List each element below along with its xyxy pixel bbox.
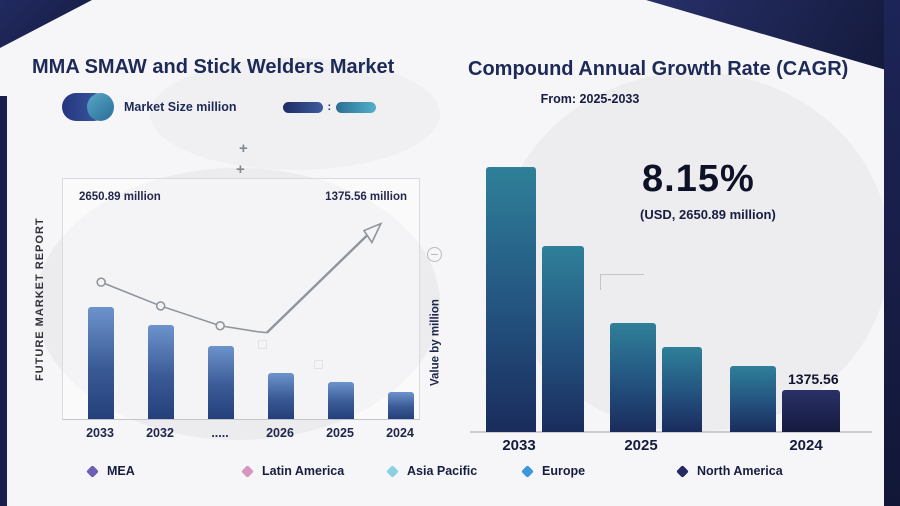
cagr-axis-label: 2024 bbox=[789, 437, 823, 454]
circle-decoration bbox=[427, 247, 442, 262]
cagr-axis-label: 2025 bbox=[624, 437, 658, 454]
legend-item-mea: MEA bbox=[86, 464, 135, 478]
legend-label: North America bbox=[697, 464, 783, 478]
market-size-chart: 2650.89 million 1375.56 million bbox=[62, 178, 420, 420]
value-axis-label: Value by million bbox=[429, 299, 442, 387]
cagr-bar-2025-series-2 bbox=[662, 347, 702, 432]
cagr-axis-label: 2033 bbox=[502, 437, 536, 454]
frame-edge-right bbox=[884, 0, 900, 506]
plus-decoration: + bbox=[239, 140, 248, 157]
frame-edge-left bbox=[0, 96, 7, 506]
cagr-bar-2024-series-2 bbox=[782, 390, 840, 432]
trend-arrow bbox=[96, 222, 383, 334]
start-value-label: 2650.89 million bbox=[79, 191, 161, 203]
square-decoration bbox=[258, 340, 267, 349]
cagr-bar-2025-series-1 bbox=[610, 323, 656, 432]
market-bar-2026 bbox=[268, 373, 294, 419]
legend-marker-icon bbox=[241, 464, 254, 478]
cagr-title: Compound Annual Growth Rate (CAGR) bbox=[468, 58, 849, 80]
left-axis-label: 2025 bbox=[326, 426, 354, 440]
market-bar-..... bbox=[208, 346, 234, 419]
future-market-report-watermark: FUTURE MARKET REPORT bbox=[34, 217, 46, 381]
legend-label: Latin America bbox=[262, 464, 345, 478]
market-bar-2032 bbox=[148, 325, 174, 419]
cagr-bar-2033-series-1 bbox=[486, 167, 536, 432]
legend-item-north-america: North America bbox=[676, 464, 783, 478]
legend-item-latin-america: Latin America bbox=[241, 464, 345, 478]
square-decoration bbox=[314, 360, 323, 369]
cagr-period-label: From: 2025-2033 bbox=[540, 92, 640, 106]
cylinder-face bbox=[87, 93, 114, 121]
cagr-bar-2033-series-2 bbox=[542, 246, 584, 432]
legend-item-europe: Europe bbox=[521, 464, 586, 478]
frame-corner-top-left bbox=[0, 0, 92, 48]
cagr-2024-value-label: 1375.56 bbox=[788, 371, 839, 387]
legend-marker-icon bbox=[521, 464, 534, 478]
cagr-value: 8.15% bbox=[642, 158, 755, 200]
plus-decoration: + bbox=[236, 161, 245, 178]
cylinder-icon bbox=[62, 92, 114, 122]
cagr-detail: (USD, 2650.89 million) bbox=[640, 207, 776, 222]
end-value-label: 1375.56 million bbox=[325, 191, 407, 203]
market-size-legend: Market Size million : bbox=[62, 92, 377, 122]
left-axis-label: 2032 bbox=[146, 426, 174, 440]
left-axis-label: 2026 bbox=[266, 426, 294, 440]
legend-item-asia-pacific: Asia Pacific bbox=[386, 464, 478, 478]
market-size-label: Market Size million bbox=[124, 100, 237, 114]
page-title: MMA SMAW and Stick Welders Market bbox=[32, 56, 395, 78]
legend-marker-icon bbox=[86, 464, 99, 478]
left-axis-label: 2024 bbox=[386, 426, 414, 440]
legend-pill-dark bbox=[282, 101, 323, 113]
legend-label: MEA bbox=[107, 464, 135, 478]
cagr-bar-2024-series-1 bbox=[730, 366, 776, 432]
legend-label: Europe bbox=[542, 464, 586, 478]
legend-marker-icon bbox=[676, 464, 689, 478]
market-bar-2033 bbox=[88, 307, 114, 419]
left-axis-label: ..... bbox=[211, 426, 229, 440]
background-blob bbox=[150, 58, 440, 170]
market-bar-2025 bbox=[328, 382, 354, 419]
legend-pill-teal bbox=[336, 101, 377, 113]
legend-pill-separator: : bbox=[327, 101, 332, 113]
step-decoration bbox=[600, 274, 644, 290]
left-axis-label: 2033 bbox=[86, 426, 114, 440]
legend-label: Asia Pacific bbox=[407, 464, 478, 478]
legend-marker-icon bbox=[386, 464, 399, 478]
market-bar-2024 bbox=[388, 392, 414, 419]
